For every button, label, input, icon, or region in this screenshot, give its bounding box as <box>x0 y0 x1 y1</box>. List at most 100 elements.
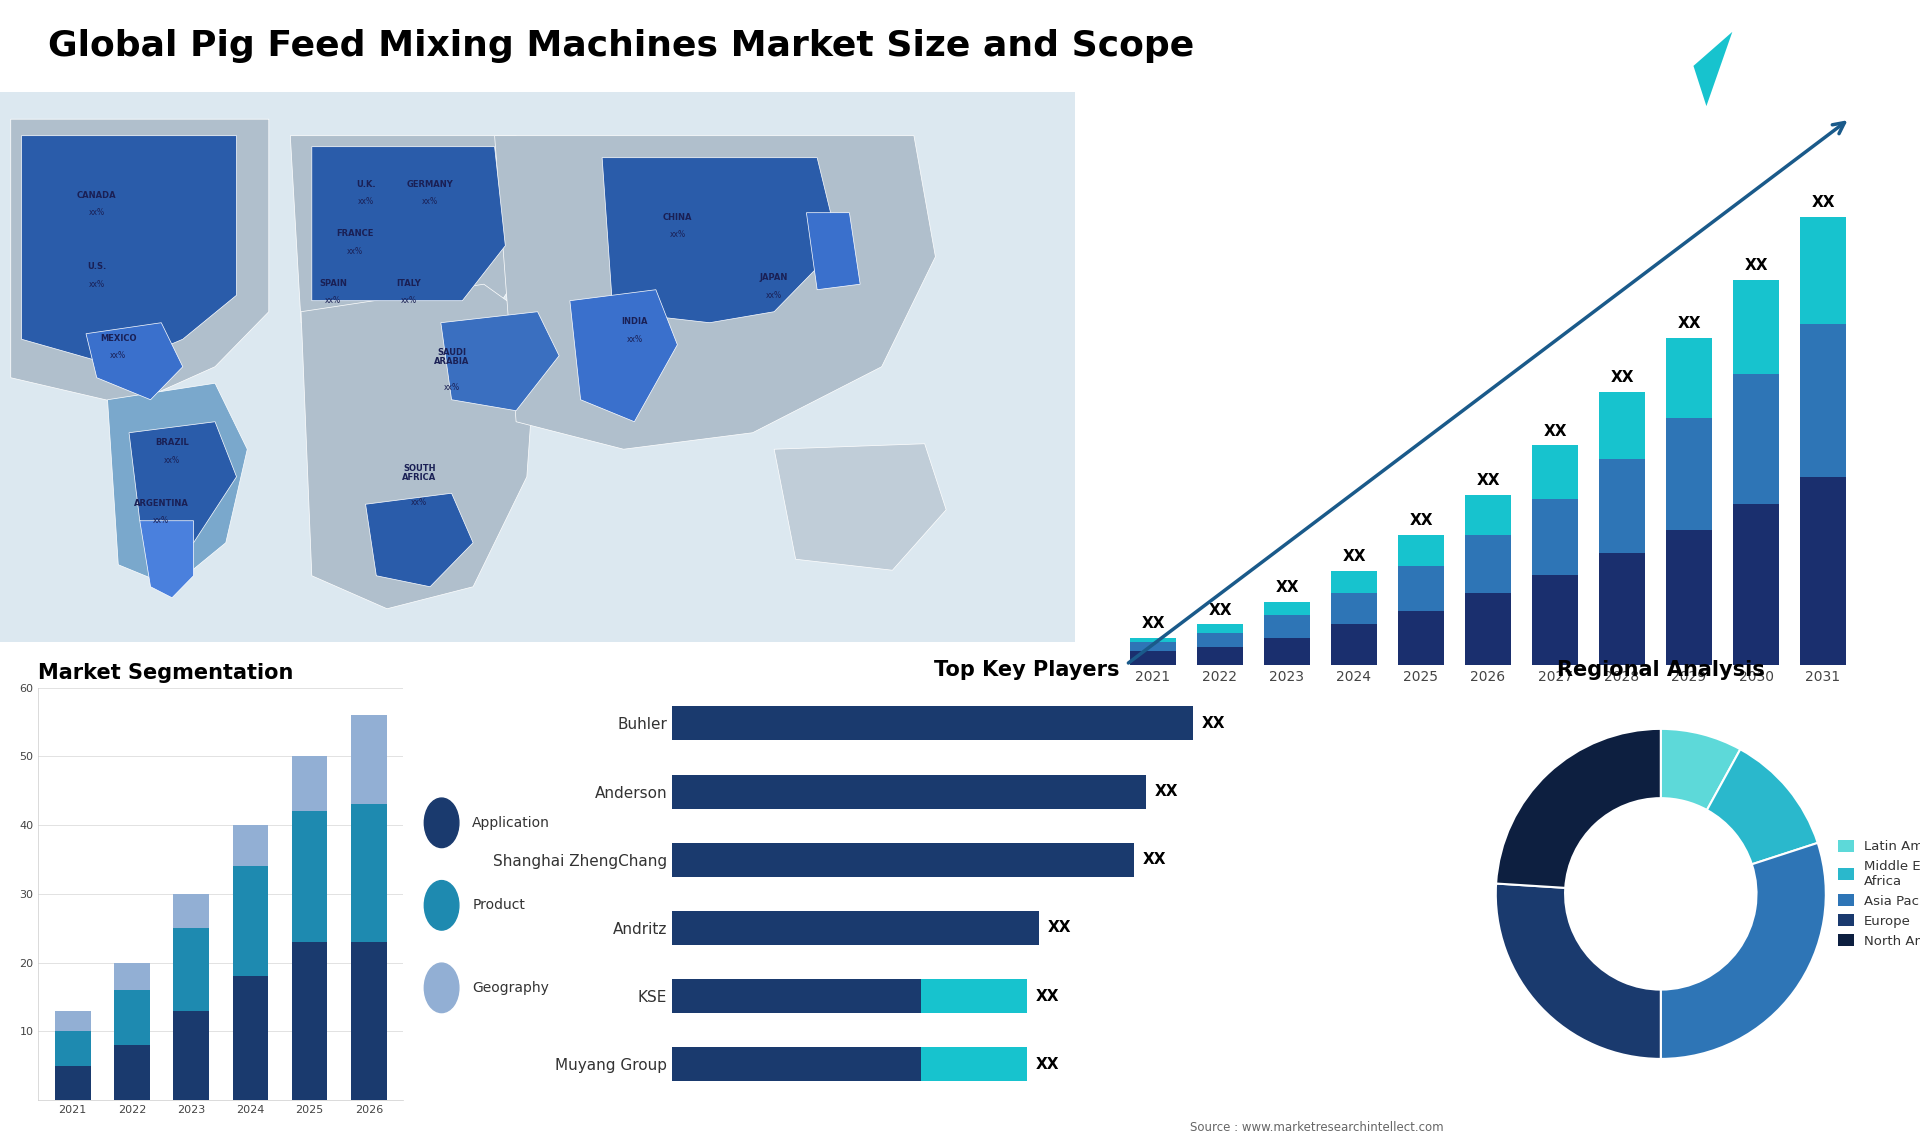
Bar <box>1667 418 1713 531</box>
Wedge shape <box>1661 843 1826 1059</box>
Text: XX: XX <box>1409 513 1432 528</box>
Polygon shape <box>86 323 182 400</box>
Bar <box>232 976 269 1100</box>
Bar <box>1331 571 1377 594</box>
Text: ARGENTINA: ARGENTINA <box>134 499 188 508</box>
Bar <box>1398 566 1444 611</box>
Bar <box>1801 324 1845 477</box>
Text: XX: XX <box>1476 473 1500 488</box>
Bar <box>1734 503 1778 665</box>
Polygon shape <box>290 135 538 323</box>
Text: XX: XX <box>1154 784 1179 799</box>
Bar <box>1131 642 1175 651</box>
Bar <box>1599 392 1645 458</box>
Bar <box>1667 338 1713 418</box>
Polygon shape <box>365 493 472 587</box>
Text: FRANCE: FRANCE <box>336 229 374 238</box>
Bar <box>1532 446 1578 499</box>
Polygon shape <box>442 312 559 410</box>
Text: U.S.: U.S. <box>86 262 106 272</box>
Bar <box>672 911 1039 945</box>
Text: xx%: xx% <box>324 296 342 305</box>
Wedge shape <box>1496 884 1661 1059</box>
Text: xx%: xx% <box>109 351 127 360</box>
Bar <box>922 979 1027 1013</box>
Bar <box>292 942 328 1100</box>
Bar <box>232 866 269 976</box>
Text: JAPAN: JAPAN <box>760 273 789 282</box>
Bar <box>672 979 922 1013</box>
Text: CHINA: CHINA <box>662 213 691 221</box>
Circle shape <box>424 798 459 848</box>
Text: MEXICO: MEXICO <box>100 333 136 343</box>
Bar <box>1263 615 1309 638</box>
Polygon shape <box>603 158 839 323</box>
Bar <box>56 1031 90 1066</box>
Polygon shape <box>12 119 269 406</box>
Polygon shape <box>311 147 505 300</box>
Bar <box>173 1011 209 1100</box>
Bar <box>113 990 150 1045</box>
Bar <box>56 1011 90 1031</box>
Wedge shape <box>1496 729 1661 888</box>
Text: xx%: xx% <box>626 335 643 344</box>
Title: Regional Analysis: Regional Analysis <box>1557 660 1764 681</box>
Text: xx%: xx% <box>154 516 169 525</box>
Polygon shape <box>1655 32 1732 107</box>
Bar <box>1331 594 1377 625</box>
Polygon shape <box>301 284 538 609</box>
Bar <box>922 1047 1027 1082</box>
Bar <box>1131 638 1175 642</box>
Bar <box>351 715 386 804</box>
Text: xx%: xx% <box>163 456 180 465</box>
Text: XX: XX <box>1048 920 1071 935</box>
Text: ITALY: ITALY <box>396 278 420 288</box>
Text: XX: XX <box>1202 716 1225 731</box>
Text: XX: XX <box>1678 316 1701 331</box>
Bar <box>113 1045 150 1100</box>
Polygon shape <box>1693 32 1732 107</box>
Bar <box>1801 477 1845 665</box>
Bar <box>672 706 1192 740</box>
Bar <box>173 928 209 1011</box>
Bar <box>1532 575 1578 665</box>
Text: XX: XX <box>1275 580 1298 595</box>
Text: RESEARCH: RESEARCH <box>1751 77 1812 86</box>
Bar <box>672 775 1146 809</box>
Text: XX: XX <box>1811 195 1836 211</box>
Polygon shape <box>108 383 248 587</box>
Bar <box>1734 374 1778 503</box>
Bar <box>1131 651 1175 665</box>
Text: Product: Product <box>472 898 526 912</box>
Text: U.K.: U.K. <box>355 180 376 189</box>
Polygon shape <box>774 444 947 571</box>
Text: GERMANY: GERMANY <box>407 180 453 189</box>
Circle shape <box>424 963 459 1013</box>
Text: Geography: Geography <box>472 981 549 995</box>
Wedge shape <box>1707 749 1818 864</box>
Bar <box>1263 638 1309 665</box>
Text: SAUDI
ARABIA: SAUDI ARABIA <box>434 348 468 367</box>
Bar <box>1599 552 1645 665</box>
Text: XX: XX <box>1208 603 1233 618</box>
Text: MARKET: MARKET <box>1751 52 1799 62</box>
Polygon shape <box>570 290 678 422</box>
Text: xx%: xx% <box>357 197 374 206</box>
Text: XX: XX <box>1342 549 1365 564</box>
Bar <box>1667 531 1713 665</box>
Polygon shape <box>495 135 935 449</box>
Bar <box>1734 280 1778 374</box>
Bar <box>1465 535 1511 594</box>
Text: XX: XX <box>1142 853 1165 868</box>
Polygon shape <box>806 213 860 290</box>
Text: INDIA: INDIA <box>620 317 647 327</box>
Bar <box>1398 535 1444 566</box>
Text: xx%: xx% <box>422 197 438 206</box>
Bar <box>1599 458 1645 552</box>
Text: xx%: xx% <box>401 296 417 305</box>
Polygon shape <box>21 135 236 367</box>
Bar <box>1198 625 1242 634</box>
Text: XX: XX <box>1037 1057 1060 1072</box>
Wedge shape <box>1661 729 1740 810</box>
Text: INTELLECT: INTELLECT <box>1751 101 1812 111</box>
